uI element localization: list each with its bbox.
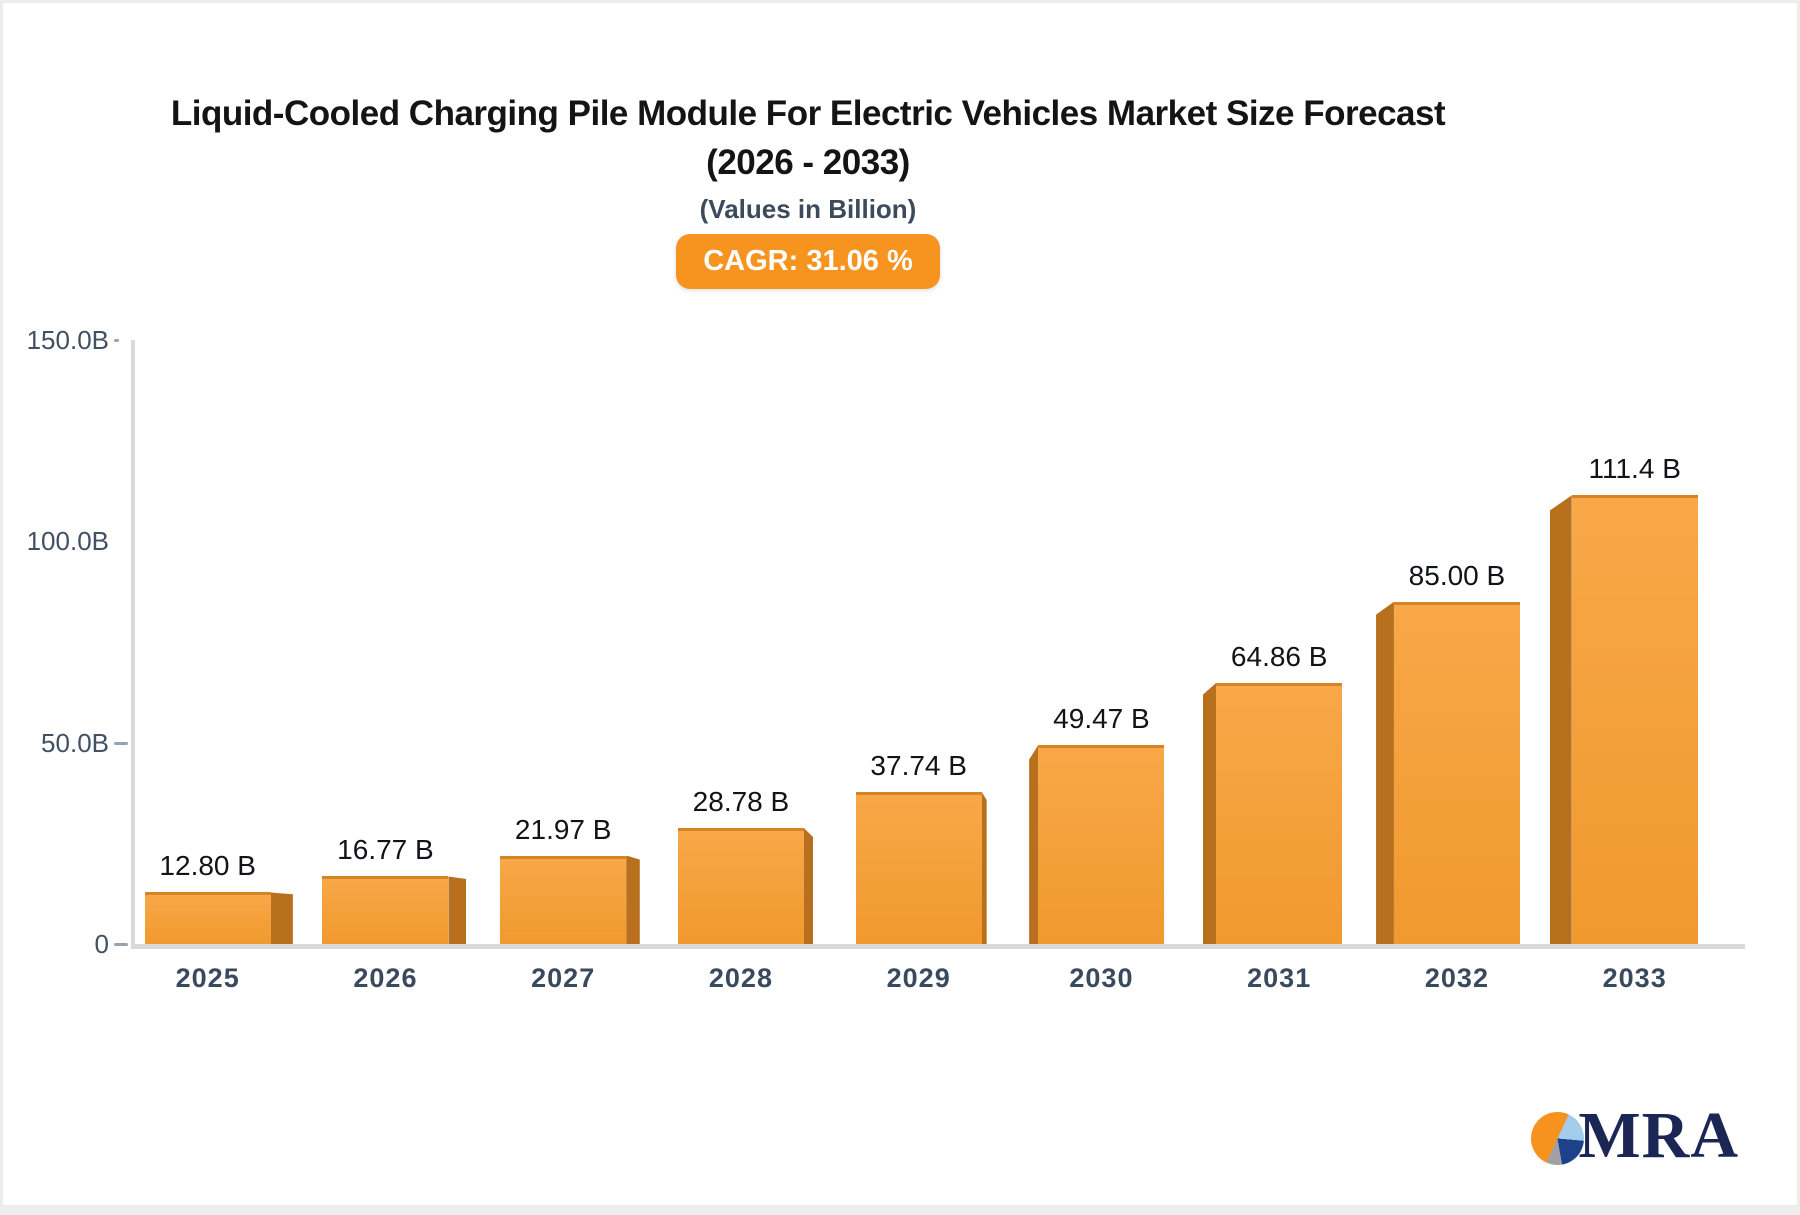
bar-3d-side-face [448, 876, 467, 944]
bar-3d-side-face [1376, 601, 1394, 944]
bar [855, 792, 982, 944]
y-axis-tick-label: 150.0B [26, 325, 109, 355]
chart-header: Liquid-Cooled Charging Pile Module For E… [3, 89, 1613, 289]
chart-subtitle: (Values in Billion) [699, 194, 917, 224]
bar [1216, 682, 1343, 944]
chart-card: Liquid-Cooled Charging Pile Module For E… [3, 3, 1797, 1205]
bar [1393, 601, 1520, 944]
x-axis-category-label: 2028 [708, 963, 773, 993]
bar-value-label: 37.74 B [870, 750, 967, 782]
x-axis-category-label: 2033 [1602, 963, 1667, 993]
y-axis-line [131, 340, 135, 949]
y-axis-tick-label: 0 [94, 929, 109, 959]
bar [1038, 744, 1165, 944]
bar-3d-side-face [1202, 682, 1217, 944]
bar-value-label: 16.77 B [337, 834, 434, 866]
bar-value-label: 111.4 B [1588, 453, 1681, 485]
bar-3d-side-face [1549, 495, 1572, 944]
x-axis-category-label: 2026 [353, 963, 418, 993]
cagr-badge: CAGR: 31.06 % [676, 234, 940, 289]
bar-chart-plot-area: 150.0B 100.0B 50.0B 0 12.80 B 2025 16.77 B 2026… [3, 3, 1800, 1215]
bar [500, 855, 627, 944]
bar [1571, 495, 1698, 944]
bar-value-label: 49.47 B [1053, 702, 1150, 734]
brand-logo: MRA [1531, 1101, 1739, 1171]
x-axis-category-label: 2032 [1424, 963, 1489, 993]
y-axis-tick-mark [114, 741, 128, 745]
page-title-line2: (2026 - 2033) [706, 143, 910, 182]
bar-value-label: 85.00 B [1408, 559, 1506, 591]
y-axis-tick-label: 100.0B [26, 526, 109, 557]
page-title-line1: Liquid-Cooled Charging Pile Module For E… [170, 94, 1446, 133]
x-axis-category-label: 2025 [175, 963, 240, 993]
bar-value-label: 12.80 B [159, 850, 256, 882]
pie-chart-logo-icon [1531, 1111, 1585, 1165]
bar-3d-side-face [803, 828, 814, 944]
x-axis-category-label: 2030 [1069, 963, 1134, 993]
x-axis-category-label: 2027 [531, 963, 596, 993]
bar [677, 828, 804, 944]
bar-3d-side-face [626, 855, 640, 944]
bar-value-label: 64.86 B [1230, 640, 1328, 672]
x-axis-category-label: 2031 [1247, 963, 1312, 993]
bar-value-label: 28.78 B [692, 786, 790, 818]
x-axis-line [131, 944, 1745, 949]
bar-3d-side-face [1029, 744, 1039, 944]
bar-3d-side-face [981, 792, 987, 944]
brand-logo-text: MRA [1578, 1099, 1739, 1172]
bar-value-label: 21.97 B [514, 813, 612, 845]
bar-3d-side-face [270, 892, 293, 944]
bar [144, 892, 271, 944]
y-axis-tick-label: 50.0B [41, 727, 109, 758]
y-axis-tick-mark [114, 339, 119, 342]
y-axis-tick-mark [114, 943, 128, 946]
bar [322, 876, 449, 944]
x-axis-category-label: 2029 [886, 963, 951, 993]
